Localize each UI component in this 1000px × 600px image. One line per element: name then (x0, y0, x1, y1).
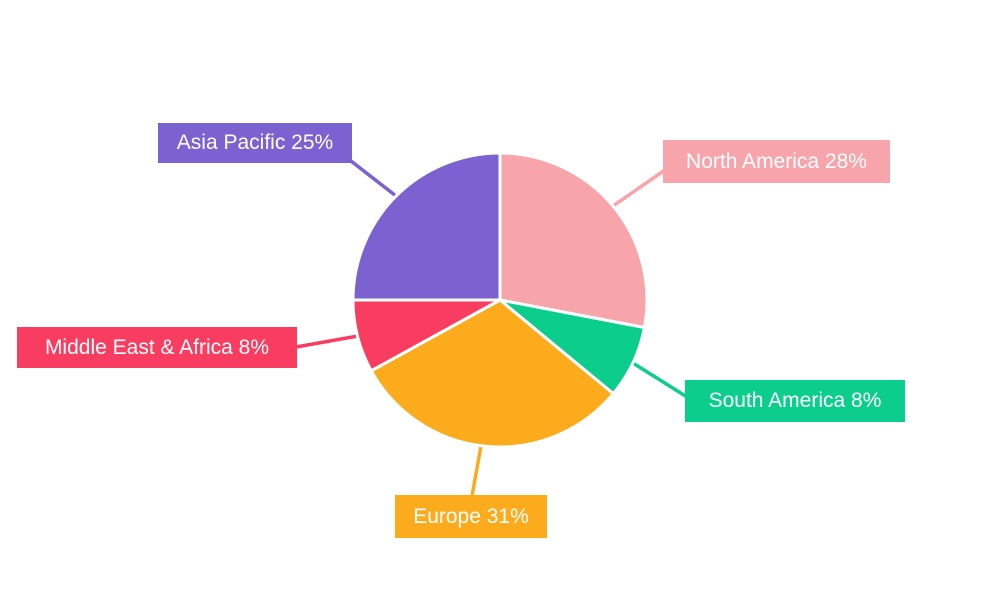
leader-line-europe (470, 445, 483, 497)
pie-slice-north-america[interactable] (498, 151, 649, 330)
pie-slice-europe[interactable] (369, 298, 615, 449)
leader-line-middle-east-africa (295, 334, 359, 349)
leader-line-north-america (612, 168, 666, 208)
pie-slice-asia-pacific[interactable] (351, 151, 502, 302)
pie-callout-middle-east-africa: Middle East & Africa 8% (17, 327, 297, 368)
pie-callout-europe: Europe 31% (395, 495, 547, 538)
pie-callout-north-america: North America 28% (663, 140, 890, 183)
pie-callout-south-america: South America 8% (685, 380, 905, 422)
leader-line-south-america (632, 361, 688, 399)
leader-line-asia-pacific (349, 159, 398, 198)
pie-callout-asia-pacific: Asia Pacific 25% (158, 123, 352, 163)
